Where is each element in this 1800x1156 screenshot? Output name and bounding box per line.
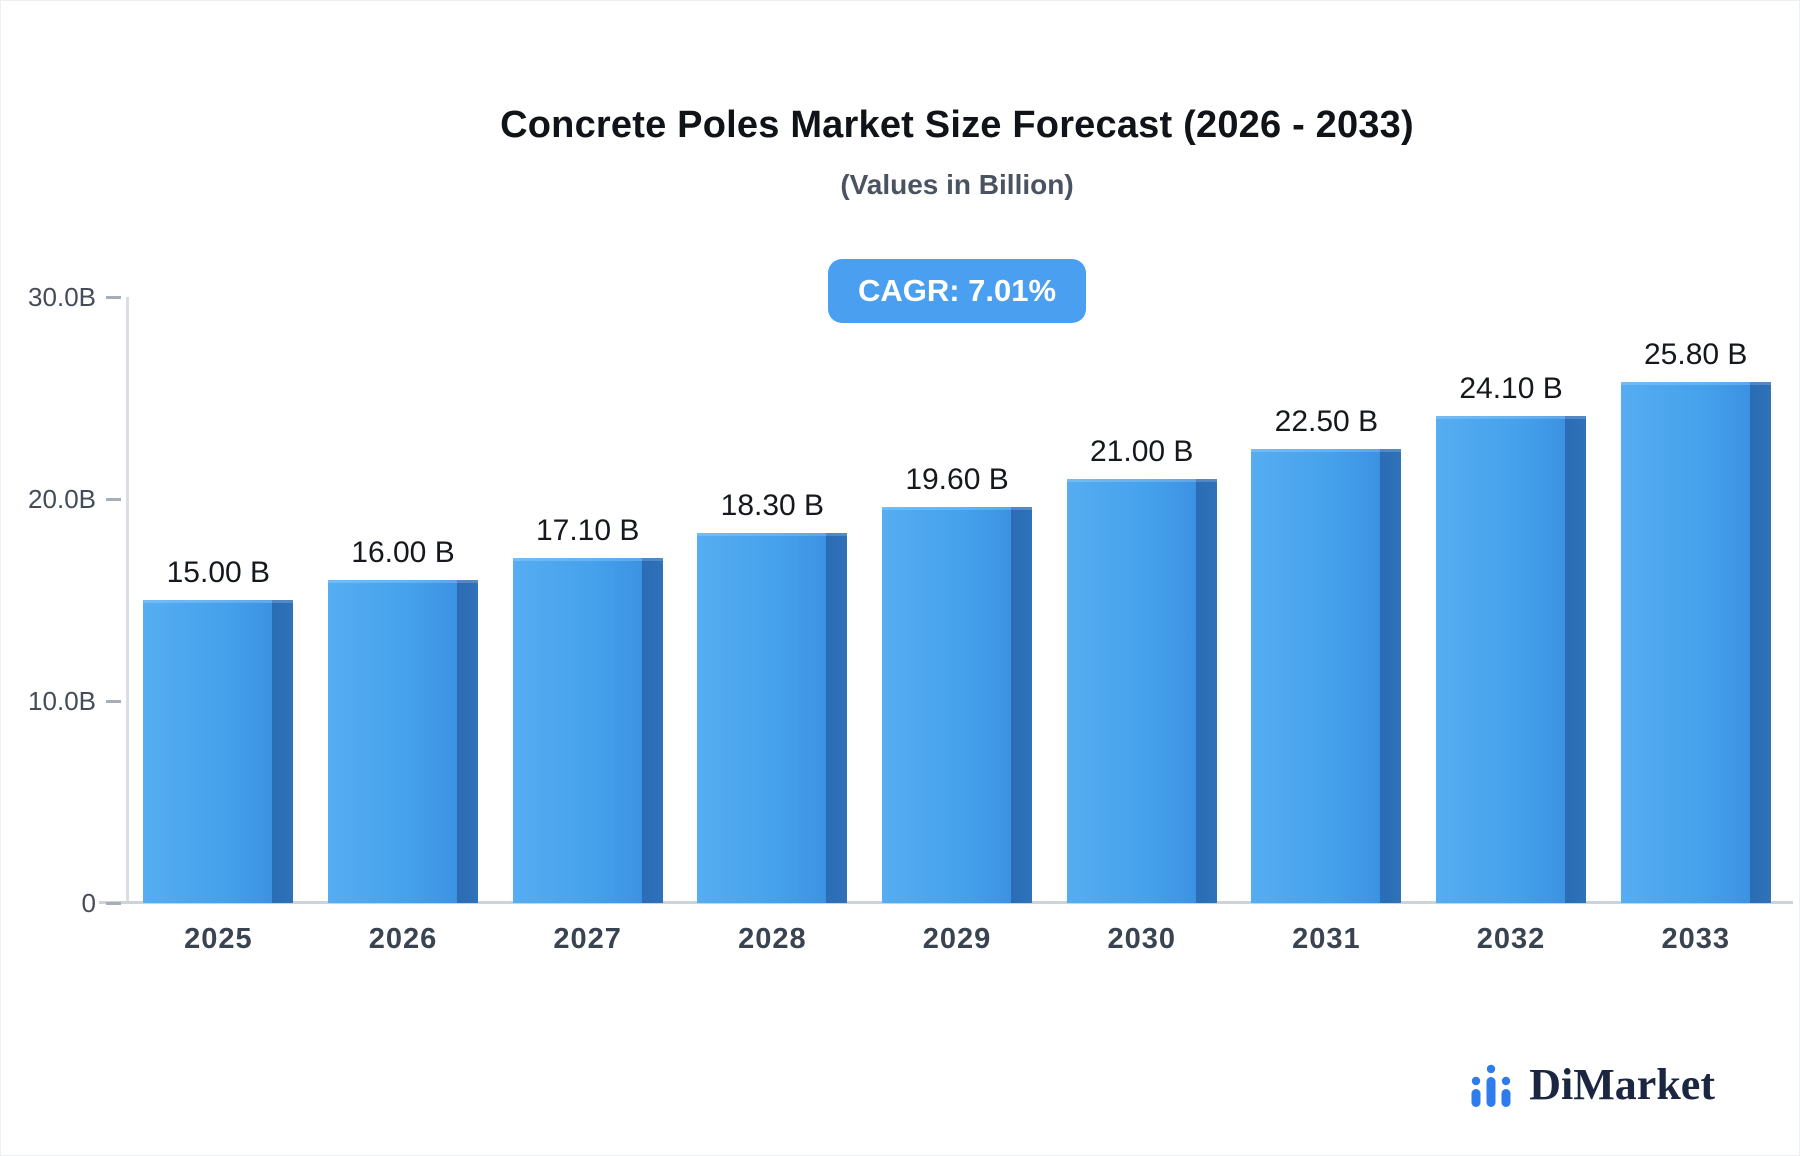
y-tick-mark — [106, 295, 121, 299]
y-tick-label: 0 — [81, 888, 96, 918]
x-axis-label: 2027 — [553, 923, 622, 955]
y-tick-mark — [106, 699, 121, 703]
y-tick-label: 20.0B — [28, 484, 96, 514]
y-axis-line — [126, 297, 129, 904]
bar-slot: 15.00 B — [126, 297, 311, 903]
bar — [1620, 381, 1771, 903]
bar — [697, 533, 848, 903]
bar-value-label: 25.80 B — [1644, 337, 1748, 371]
bar — [512, 557, 663, 903]
bar-slot: 24.10 B — [1419, 297, 1604, 903]
chart-subtitle: (Values in Billion) — [840, 169, 1074, 200]
bar-slot: 19.60 B — [865, 297, 1050, 903]
x-axis-label: 2028 — [738, 923, 807, 955]
x-axis-label: 2026 — [368, 923, 438, 955]
bar-value-label: 19.60 B — [905, 463, 1009, 497]
bar-value-label: 15.00 B — [166, 556, 271, 589]
bar — [1066, 478, 1217, 903]
x-axis-label: 2032 — [1476, 923, 1546, 955]
x-axis-label: 2029 — [922, 923, 992, 955]
bar-value-label: 21.00 B — [1089, 434, 1194, 468]
x-axis-label: 2033 — [1661, 923, 1730, 955]
bar-slot: 25.80 B — [1603, 297, 1788, 903]
dimarket-logo-text: DiMarket — [1529, 1060, 1715, 1109]
x-axis-label: 2025 — [184, 923, 253, 955]
cagr-badge-wrap: CAGR: 7.01% — [126, 259, 1788, 323]
bar-value-label: 22.50 B — [1274, 404, 1379, 438]
bar — [882, 507, 1033, 903]
bar-value-label: 17.10 B — [535, 513, 640, 547]
x-axis-label: 2031 — [1292, 923, 1361, 955]
cagr-badge: CAGR: 7.01% — [827, 259, 1087, 323]
bars-container: 15.00 B 16.00 B 17.10 B 18.30 B 19.60 B 21.00… — [126, 297, 1788, 903]
bar — [328, 579, 478, 903]
dimarket-logo-icon — [1471, 1064, 1511, 1107]
x-axis-labels: 2025 2026 2027 2028 2029 2030 2031 2032 2033 — [126, 923, 1788, 956]
bar — [1436, 416, 1587, 903]
bar-slot: 16.00 B — [311, 297, 496, 903]
y-tick-mark — [106, 901, 121, 905]
y-tick-mark — [106, 497, 121, 501]
x-axis-label: 2030 — [1107, 923, 1176, 955]
bar-value-label: 24.10 B — [1459, 372, 1563, 406]
bar-slot: 18.30 B — [680, 297, 865, 903]
y-tick-label: 30.0B — [28, 282, 96, 312]
bar — [1251, 448, 1402, 903]
bar-slot: 21.00 B — [1049, 297, 1234, 903]
bar-value-label: 18.30 B — [720, 489, 825, 523]
bar-value-label: 16.00 B — [351, 535, 455, 569]
bar-slot: 22.50 B — [1234, 297, 1419, 903]
chart-title: Concrete Poles Market Size Forecast (202… — [500, 104, 1414, 146]
y-tick-label: 10.0B — [28, 686, 96, 716]
dimarket-logo: DiMarket — [1467, 1059, 1715, 1110]
bar-slot: 17.10 B — [495, 297, 680, 903]
bar — [143, 600, 294, 903]
